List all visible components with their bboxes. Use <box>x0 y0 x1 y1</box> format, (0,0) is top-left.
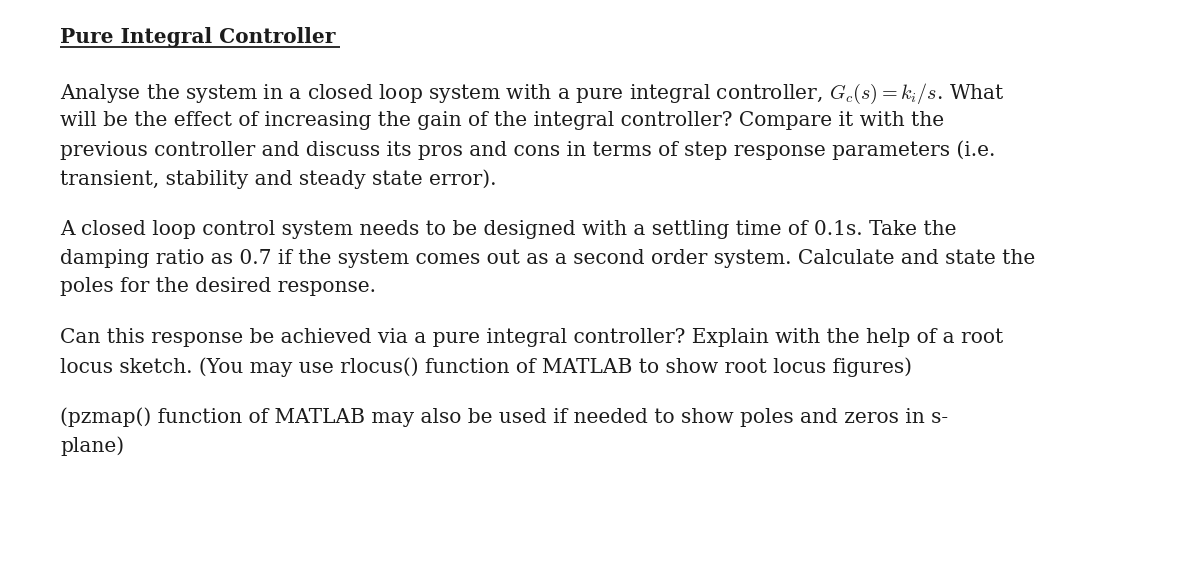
Text: (pzmap() function of MATLAB may also be used if needed to show poles and zeros i: (pzmap() function of MATLAB may also be … <box>60 407 948 427</box>
Text: previous controller and discuss its pros and cons in terms of step response para: previous controller and discuss its pros… <box>60 140 996 160</box>
Text: A closed loop control system needs to be designed with a settling time of 0.1s. : A closed loop control system needs to be… <box>60 219 956 238</box>
Text: Analyse the system in a closed loop system with a pure integral controller, $G_c: Analyse the system in a closed loop syst… <box>60 82 1005 106</box>
Text: transient, stability and steady state error).: transient, stability and steady state er… <box>60 169 496 189</box>
Text: locus sketch. (You may use rlocus() function of MATLAB to show root locus figure: locus sketch. (You may use rlocus() func… <box>60 357 912 377</box>
Text: Can this response be achieved via a pure integral controller? Explain with the h: Can this response be achieved via a pure… <box>60 328 1003 347</box>
Text: plane): plane) <box>60 437 124 456</box>
Text: damping ratio as 0.7 if the system comes out as a second order system. Calculate: damping ratio as 0.7 if the system comes… <box>60 249 1035 267</box>
Text: will be the effect of increasing the gain of the integral controller? Compare it: will be the effect of increasing the gai… <box>60 111 944 130</box>
Text: Pure Integral Controller: Pure Integral Controller <box>60 27 335 47</box>
Text: poles for the desired response.: poles for the desired response. <box>60 277 376 297</box>
